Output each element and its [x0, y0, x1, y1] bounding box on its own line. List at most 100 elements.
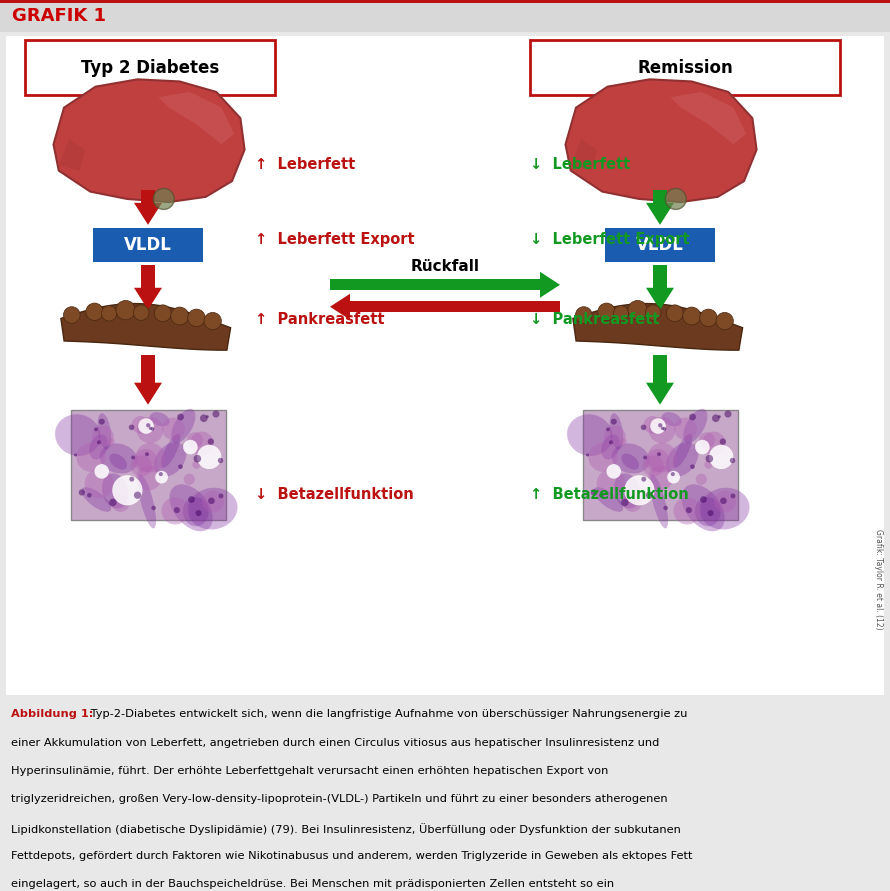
- Bar: [25, 40, 275, 95]
- Circle shape: [94, 464, 109, 478]
- Circle shape: [683, 307, 700, 325]
- Circle shape: [646, 449, 669, 472]
- Circle shape: [699, 432, 715, 448]
- Circle shape: [97, 440, 101, 445]
- Polygon shape: [570, 139, 597, 170]
- Circle shape: [628, 300, 647, 320]
- Ellipse shape: [662, 413, 682, 426]
- Circle shape: [137, 417, 164, 444]
- Circle shape: [131, 455, 152, 477]
- Ellipse shape: [169, 485, 213, 531]
- Circle shape: [93, 426, 114, 447]
- Text: Lipidkonstellation (diabetische Dyslipidämie) (79). Bei Insulinresistenz, Überfü: Lipidkonstellation (diabetische Dyslipid…: [11, 822, 681, 835]
- Ellipse shape: [97, 413, 111, 450]
- Circle shape: [730, 458, 735, 463]
- Circle shape: [183, 440, 198, 454]
- Polygon shape: [134, 288, 162, 310]
- Text: eingelagert, so auch in der Bauchspeicheldrüse. Bei Menschen mit prädisponierten: eingelagert, so auch in der Bauchspeiche…: [11, 879, 614, 889]
- Circle shape: [190, 431, 214, 455]
- Circle shape: [613, 306, 628, 321]
- Ellipse shape: [102, 473, 128, 509]
- Ellipse shape: [567, 414, 612, 456]
- Polygon shape: [646, 203, 674, 225]
- Text: einer Akkumulation von Leberfett, angetrieben durch einen Circulus vitiosus aus : einer Akkumulation von Leberfett, angetr…: [11, 738, 659, 748]
- Circle shape: [643, 455, 647, 460]
- Circle shape: [609, 440, 613, 445]
- Polygon shape: [573, 304, 742, 350]
- Ellipse shape: [666, 442, 698, 477]
- Circle shape: [188, 496, 195, 503]
- Bar: [582, 410, 738, 519]
- Circle shape: [647, 443, 677, 472]
- Bar: [653, 265, 667, 288]
- Circle shape: [690, 464, 695, 469]
- Circle shape: [136, 466, 161, 490]
- Bar: [653, 190, 667, 203]
- Circle shape: [706, 454, 713, 462]
- Bar: [141, 265, 155, 288]
- Circle shape: [649, 417, 676, 444]
- Circle shape: [611, 419, 617, 425]
- Ellipse shape: [695, 497, 721, 527]
- Polygon shape: [53, 79, 245, 202]
- Text: Remission: Remission: [637, 59, 732, 77]
- Circle shape: [188, 309, 206, 327]
- Circle shape: [660, 427, 664, 430]
- Circle shape: [689, 413, 696, 421]
- Circle shape: [135, 443, 166, 472]
- Bar: [0, 0, 890, 32]
- Circle shape: [642, 477, 646, 482]
- Text: ↓  Leberfett Export: ↓ Leberfett Export: [530, 233, 690, 248]
- Circle shape: [643, 455, 664, 477]
- Circle shape: [202, 491, 224, 512]
- Circle shape: [132, 416, 150, 434]
- Circle shape: [663, 505, 668, 511]
- Text: Abbildung 1:: Abbildung 1:: [11, 709, 93, 719]
- Circle shape: [111, 494, 130, 512]
- Circle shape: [700, 496, 707, 503]
- Circle shape: [204, 313, 222, 330]
- Polygon shape: [670, 92, 746, 144]
- Ellipse shape: [182, 497, 208, 527]
- Text: ↓  Pankreasfett: ↓ Pankreasfett: [530, 312, 659, 327]
- Circle shape: [138, 418, 154, 434]
- Circle shape: [178, 464, 182, 469]
- Circle shape: [150, 427, 154, 430]
- Circle shape: [116, 300, 135, 320]
- Circle shape: [709, 445, 733, 469]
- Ellipse shape: [594, 487, 623, 511]
- Text: Rückfall: Rückfall: [410, 259, 480, 274]
- Circle shape: [621, 499, 628, 506]
- Circle shape: [151, 505, 156, 511]
- Bar: [653, 355, 667, 383]
- Circle shape: [146, 423, 150, 428]
- Ellipse shape: [621, 454, 639, 470]
- Text: ↑  Leberfett Export: ↑ Leberfett Export: [255, 233, 415, 248]
- Circle shape: [192, 461, 200, 469]
- Text: Typ-2-Diabetes entwickelt sich, wenn die langfristige Aufnahme von überschüssige: Typ-2-Diabetes entwickelt sich, wenn die…: [87, 709, 687, 719]
- Circle shape: [74, 454, 77, 456]
- Circle shape: [596, 470, 626, 498]
- Bar: [330, 279, 540, 290]
- Circle shape: [619, 438, 627, 446]
- Bar: [0, 0, 890, 3]
- Circle shape: [588, 443, 618, 471]
- Circle shape: [200, 414, 207, 422]
- Polygon shape: [330, 294, 350, 320]
- Circle shape: [85, 303, 103, 321]
- Ellipse shape: [188, 487, 238, 529]
- Circle shape: [663, 427, 667, 430]
- Circle shape: [674, 418, 697, 440]
- Text: ↓  Leberfett: ↓ Leberfett: [530, 158, 630, 172]
- Circle shape: [94, 428, 98, 431]
- Ellipse shape: [611, 444, 650, 473]
- Circle shape: [158, 472, 163, 476]
- Circle shape: [219, 494, 223, 498]
- Circle shape: [171, 307, 189, 325]
- Ellipse shape: [100, 444, 138, 473]
- Circle shape: [714, 491, 736, 512]
- Circle shape: [731, 494, 735, 498]
- Bar: [93, 228, 203, 262]
- Ellipse shape: [171, 409, 196, 443]
- Circle shape: [112, 475, 142, 505]
